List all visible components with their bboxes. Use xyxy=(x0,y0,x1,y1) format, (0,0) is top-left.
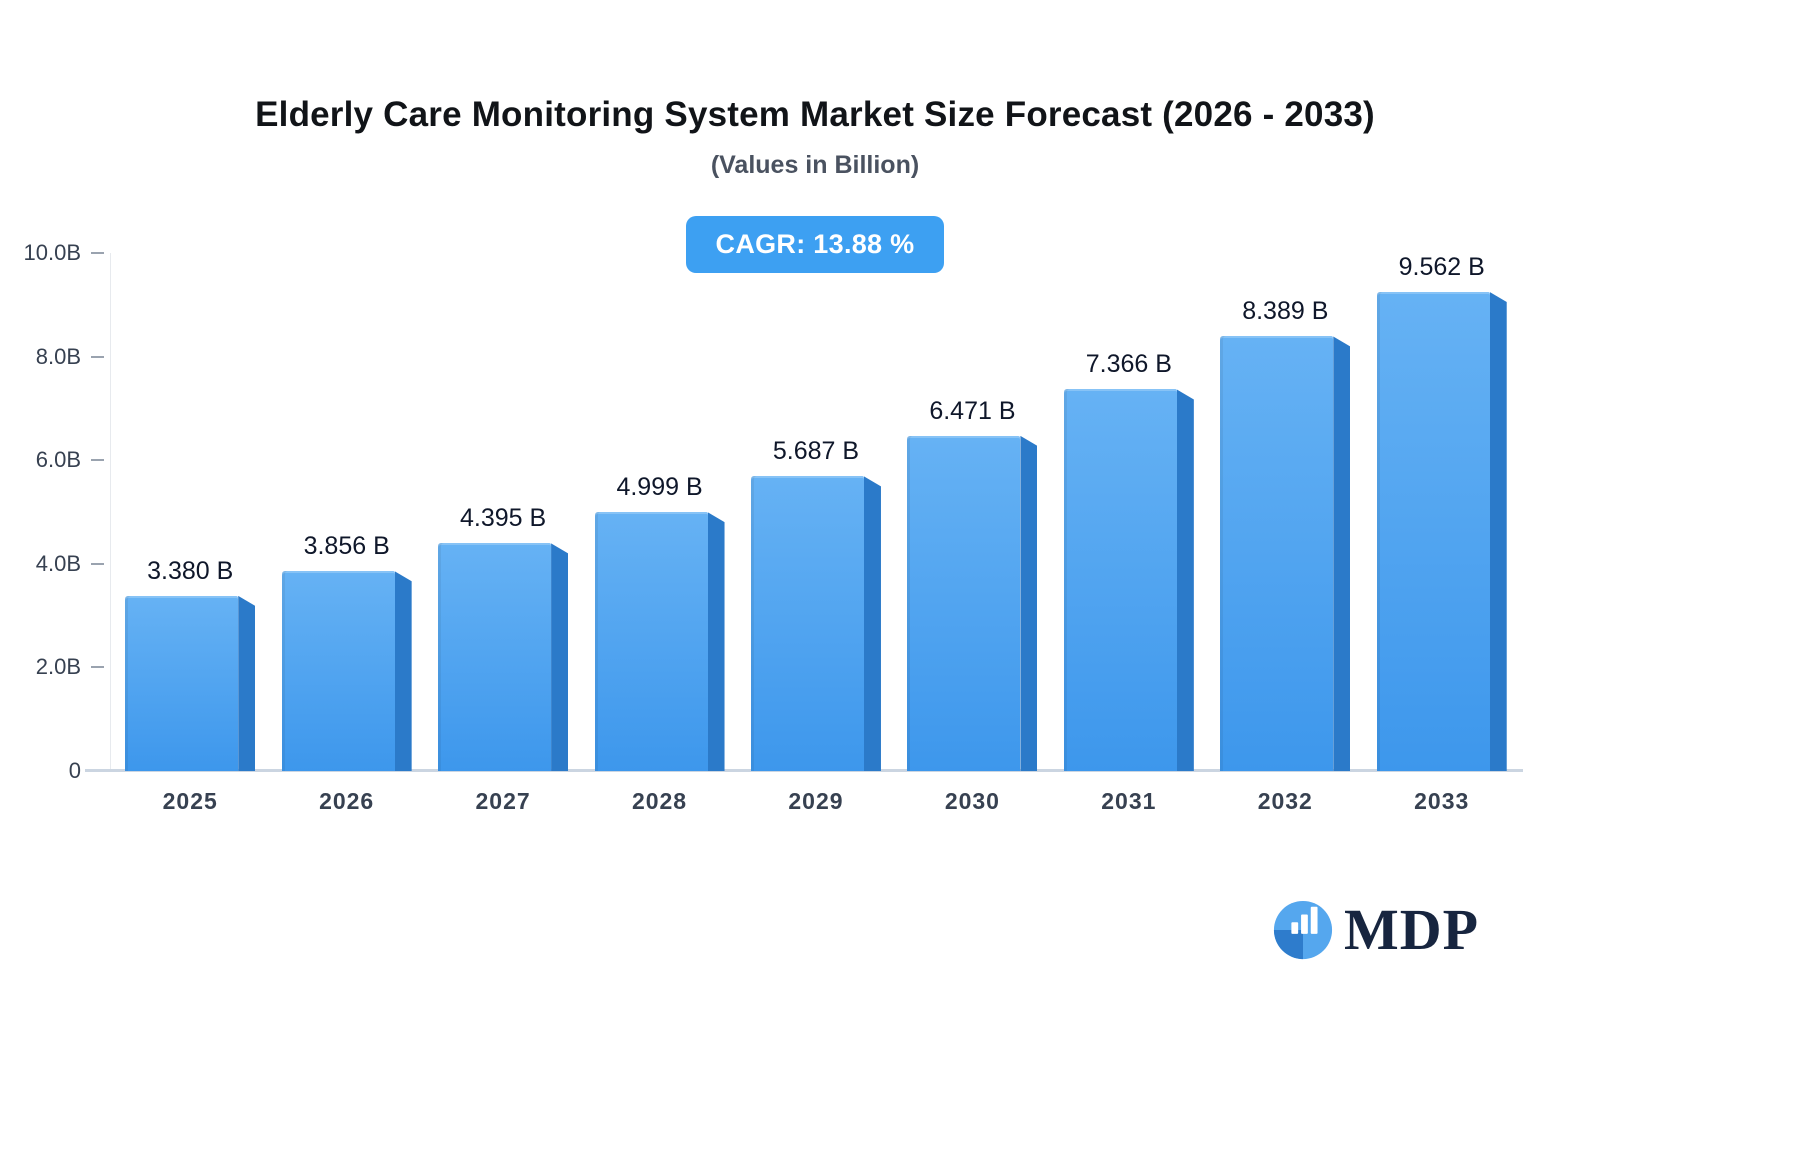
y-tick-4.0B: 4.0B xyxy=(36,551,104,577)
y-tick-label: 8.0B xyxy=(35,343,81,369)
bar-front-face xyxy=(281,571,395,771)
bar-value-label: 7.366 B xyxy=(1085,350,1172,379)
bar-group-2031: 7.366 B xyxy=(1051,253,1207,771)
bar-2032 xyxy=(1220,336,1351,771)
bar-group-2033: 9.562 B xyxy=(1364,253,1520,771)
bar-group-2025: 3.380 B xyxy=(112,253,268,771)
bar-front-face xyxy=(594,512,708,771)
y-tick-label: 10.0B xyxy=(23,240,82,265)
bar-front-face xyxy=(125,595,239,771)
bar-group-2028: 4.999 B xyxy=(581,253,737,771)
bar-front-face xyxy=(438,543,552,771)
bar-side-face xyxy=(394,571,412,771)
x-label-2028: 2028 xyxy=(631,788,688,814)
y-axis-line xyxy=(110,253,111,771)
bar-2029 xyxy=(750,476,881,771)
bar-group-2032: 8.389 B xyxy=(1207,253,1363,771)
y-tick-10.0B: 10.0B xyxy=(23,240,104,266)
x-label-2029: 2029 xyxy=(788,788,844,814)
y-tick-label: 6.0B xyxy=(35,447,81,473)
bar-value-label: 9.562 B xyxy=(1398,253,1485,281)
y-tick-mark xyxy=(91,666,104,669)
bar-2033 xyxy=(1376,292,1507,771)
bar-front-face xyxy=(1063,389,1177,771)
bar-front-face xyxy=(907,435,1021,771)
y-tick-label: 0 xyxy=(68,758,81,783)
mdp-logo-text: MDP xyxy=(1344,897,1480,962)
bar-value-label: 8.389 B xyxy=(1242,297,1329,326)
bar-2025 xyxy=(125,595,256,771)
chart-header: Elderly Care Monitoring System Market Si… xyxy=(0,95,1630,273)
bar-side-face xyxy=(551,543,569,771)
plot-area: 3.380 B 3.856 B 4.395 B 4.999 B 5.687 B 6.471… xyxy=(112,253,1520,771)
y-tick-2.0B: 2.0B xyxy=(36,654,104,680)
bar-value-label: 3.856 B xyxy=(303,532,390,561)
bar-side-face xyxy=(1020,435,1038,771)
bar-2031 xyxy=(1063,389,1194,771)
x-label-2025: 2025 xyxy=(162,788,218,814)
bar-value-label: 3.380 B xyxy=(147,556,234,585)
bar-side-face xyxy=(1489,292,1507,771)
bar-front-face xyxy=(1220,336,1334,771)
y-tick-6.0B: 6.0B xyxy=(36,447,104,473)
bar-front-face xyxy=(1376,292,1490,771)
x-label-2033: 2033 xyxy=(1414,788,1470,814)
y-tick-mark xyxy=(91,355,104,358)
bar-side-face xyxy=(1176,389,1194,771)
y-tick-mark xyxy=(91,562,104,565)
y-tick-mark xyxy=(91,459,104,462)
x-label-2030: 2030 xyxy=(944,788,1000,814)
y-axis: 10.0B 8.0B 6.0B 4.0B 2.0B 0 xyxy=(0,240,104,783)
bar-side-face xyxy=(238,595,256,771)
x-label-2031: 2031 xyxy=(1101,788,1157,814)
chart-title: Elderly Care Monitoring System Market Si… xyxy=(255,95,1375,134)
bar-2028 xyxy=(594,512,725,771)
y-tick-label: 2.0B xyxy=(35,654,81,680)
bar-value-label: 6.471 B xyxy=(929,396,1016,425)
bar-2026 xyxy=(281,571,412,771)
bar-group-2030: 6.471 B xyxy=(894,253,1050,771)
y-tick-mark xyxy=(91,252,104,254)
bar-value-label: 5.687 B xyxy=(772,437,860,466)
bar-side-face xyxy=(707,512,725,771)
bar-value-label: 4.999 B xyxy=(616,473,703,502)
y-tick-8.0B: 8.0B xyxy=(36,344,104,370)
cagr-badge: CAGR: 13.88 % xyxy=(685,216,945,273)
bar-value-label: 4.395 B xyxy=(460,504,547,533)
bar-group-2026: 3.856 B xyxy=(268,253,424,771)
chart-subtitle: (Values in Billion) xyxy=(710,151,920,179)
bar-side-face xyxy=(1333,336,1351,771)
mdp-logo-icon xyxy=(1273,900,1333,959)
x-label-2026: 2026 xyxy=(319,788,375,814)
mdp-logo: MDP xyxy=(1272,896,1479,963)
bar-group-2027: 4.395 B xyxy=(425,253,581,771)
bar-group-2029: 5.687 B xyxy=(738,253,894,771)
bar-2030 xyxy=(907,435,1038,771)
y-tick-label: 4.0B xyxy=(35,550,81,576)
bar-side-face xyxy=(863,476,881,771)
bar-2027 xyxy=(438,543,569,771)
x-axis-labels: 2025 2026 2027 2028 2029 2030 2031 2032 2033 xyxy=(112,788,1520,815)
bar-chart: 10.0B 8.0B 6.0B 4.0B 2.0B 0 3.380 B 3.856 B 4.3… xyxy=(0,230,1800,870)
x-label-2027: 2027 xyxy=(475,788,531,814)
x-label-2032: 2032 xyxy=(1257,788,1313,814)
bar-front-face xyxy=(750,476,864,771)
